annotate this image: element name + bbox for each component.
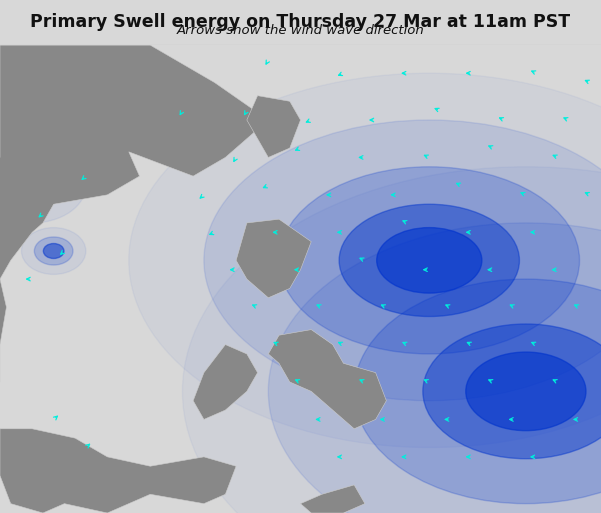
- Polygon shape: [300, 485, 365, 513]
- Text: Primary Swell energy on Thursday 27 Mar at 11am PST: Primary Swell energy on Thursday 27 Mar …: [31, 13, 570, 31]
- Ellipse shape: [423, 324, 601, 459]
- Ellipse shape: [15, 173, 49, 198]
- Ellipse shape: [0, 163, 64, 208]
- Polygon shape: [247, 95, 300, 157]
- Ellipse shape: [43, 244, 64, 259]
- Ellipse shape: [354, 279, 601, 504]
- Ellipse shape: [204, 120, 601, 401]
- Ellipse shape: [0, 148, 86, 223]
- Polygon shape: [0, 45, 268, 382]
- Polygon shape: [193, 345, 258, 420]
- Ellipse shape: [466, 352, 586, 430]
- Ellipse shape: [268, 223, 601, 513]
- Ellipse shape: [34, 237, 73, 265]
- Ellipse shape: [279, 167, 579, 354]
- Ellipse shape: [22, 228, 86, 274]
- Text: Arrows show the wind wave direction: Arrows show the wind wave direction: [177, 24, 424, 37]
- Ellipse shape: [339, 204, 519, 317]
- Polygon shape: [268, 329, 386, 429]
- Ellipse shape: [377, 228, 482, 293]
- Polygon shape: [0, 429, 236, 513]
- Polygon shape: [236, 219, 311, 298]
